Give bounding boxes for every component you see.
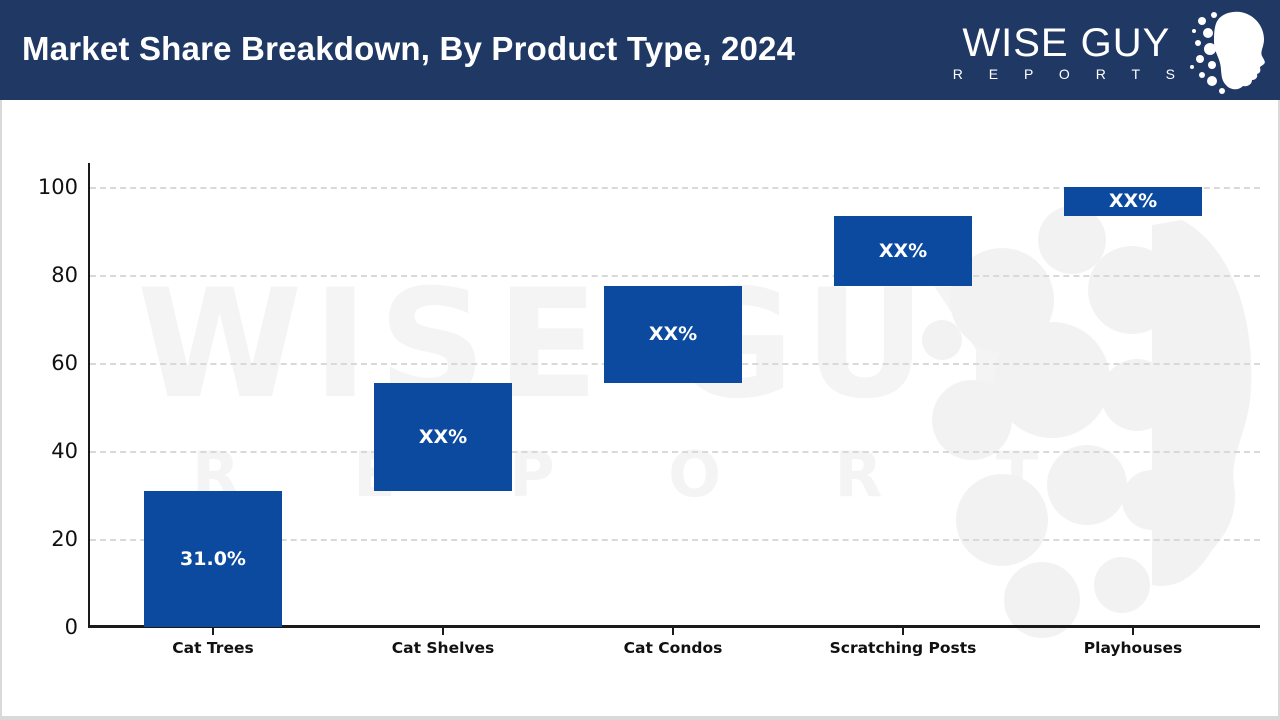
bar-scratching-posts: XX% <box>834 215 972 286</box>
bar-value-label: XX% <box>1108 190 1158 213</box>
x-axis-line <box>88 625 1260 628</box>
bar-playhouses: XX% <box>1064 187 1202 216</box>
y-tick-label: 60 <box>51 351 78 375</box>
x-tick-label: Cat Condos <box>623 639 723 657</box>
bar-value-label: 31.0% <box>180 547 246 570</box>
x-tick-label: Cat Shelves <box>391 639 495 657</box>
gridline-y-100 <box>90 187 1260 189</box>
bar-cat-trees: 31.0% <box>144 490 282 627</box>
y-tick-label: 20 <box>51 527 78 551</box>
brand-logo-text: WISE GUY R E P O R T S <box>947 21 1186 82</box>
bar-value-label: XX% <box>648 323 698 346</box>
x-tick-mark <box>672 628 674 635</box>
gridline-y-80 <box>90 275 1260 277</box>
bar-value-label: XX% <box>878 239 928 262</box>
y-tick-label: 80 <box>51 263 78 287</box>
bar-cat-shelves: XX% <box>374 382 512 491</box>
brand-name: WISE GUY <box>962 20 1171 65</box>
bar-value-label: XX% <box>418 425 468 448</box>
x-tick-label: Scratching Posts <box>829 639 977 657</box>
x-tick-mark <box>1132 628 1134 635</box>
gridline-y-20 <box>90 539 1260 541</box>
y-tick-label: 40 <box>51 439 78 463</box>
footer-strip <box>2 716 1280 720</box>
x-tick-label: Cat Trees <box>172 639 254 657</box>
brand-subtitle: R E P O R T S <box>952 65 1186 82</box>
x-tick-mark <box>212 628 214 635</box>
x-tick-mark <box>442 628 444 635</box>
y-tick-label: 100 <box>37 175 78 199</box>
x-tick-mark <box>902 628 904 635</box>
header-bar: Market Share Breakdown, By Product Type,… <box>0 0 1280 100</box>
brand-logo: WISE GUY R E P O R T S <box>947 6 1270 96</box>
gridline-y-40 <box>90 451 1260 453</box>
page-title: Market Share Breakdown, By Product Type,… <box>22 30 796 67</box>
y-axis-line <box>88 163 90 628</box>
brand-face-icon <box>1190 11 1265 94</box>
y-tick-label: 0 <box>64 615 78 639</box>
bar-cat-condos: XX% <box>604 286 742 383</box>
x-tick-label: Playhouses <box>1083 639 1183 657</box>
